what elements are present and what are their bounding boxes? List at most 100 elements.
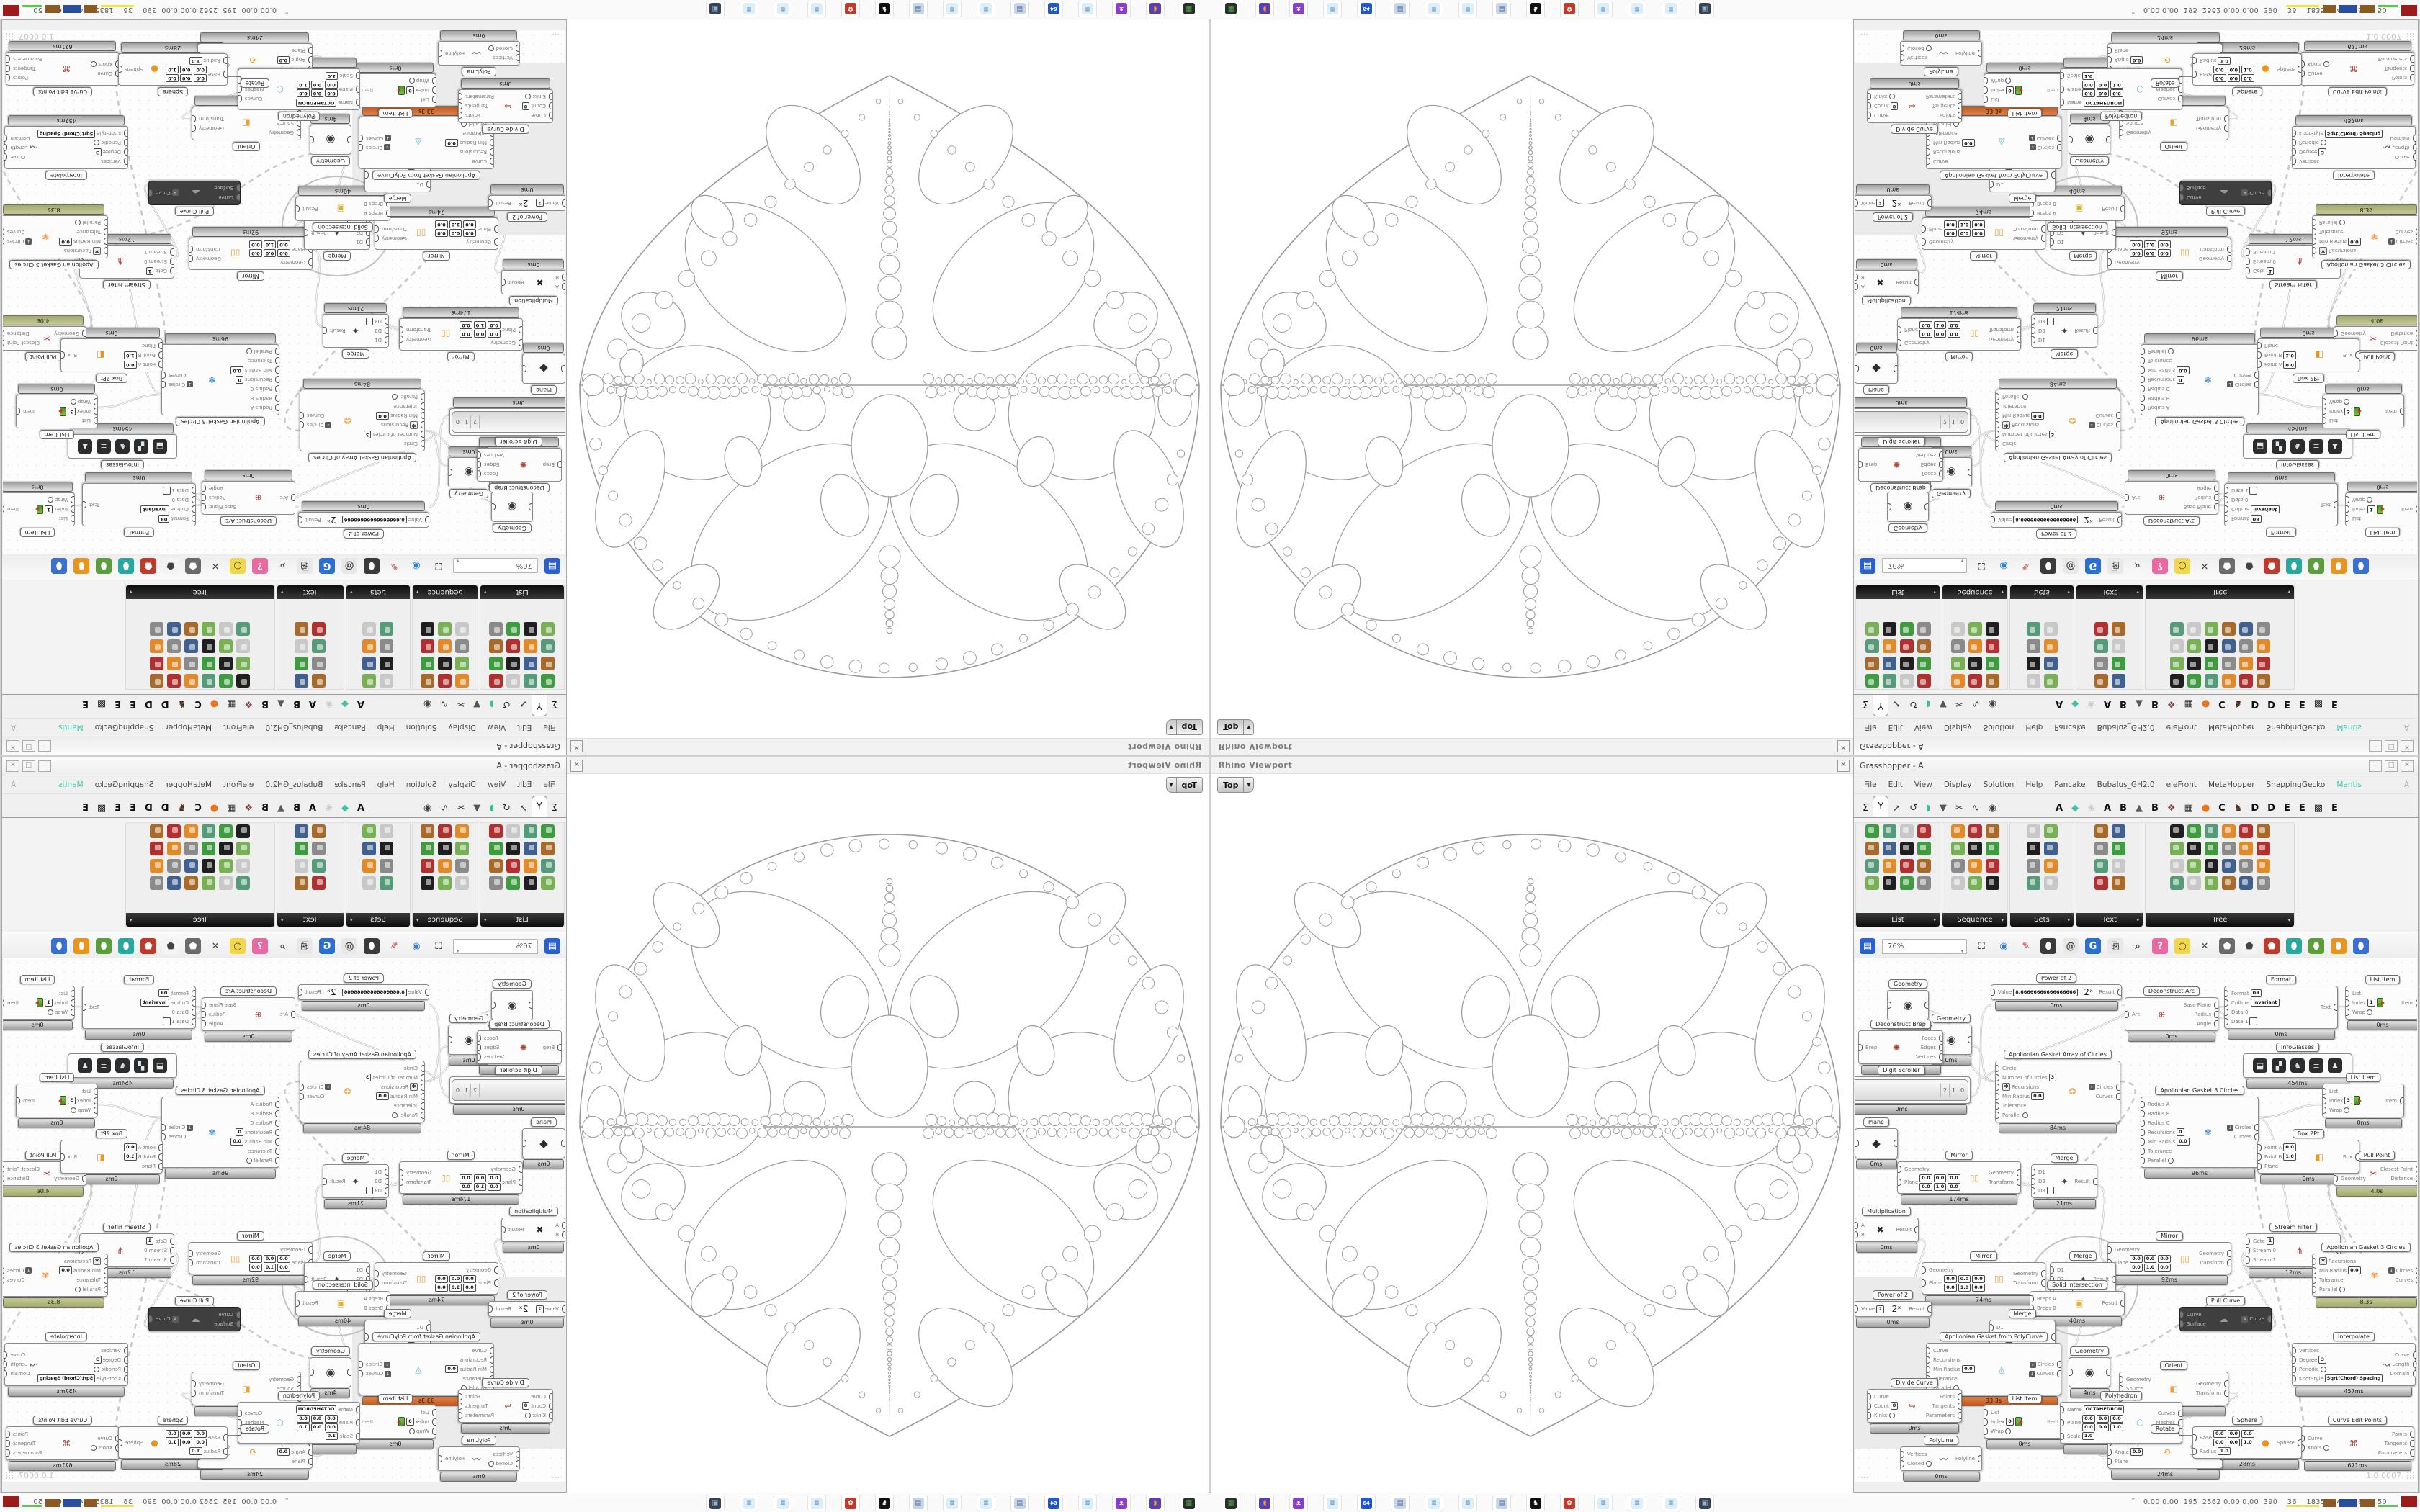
component-icon[interactable] <box>421 674 435 688</box>
input-grip[interactable] <box>1984 1408 1988 1416</box>
input-grip[interactable] <box>2313 1276 2316 1284</box>
component-icon[interactable] <box>1917 876 1931 890</box>
value-box[interactable]: 0.0 <box>179 74 193 83</box>
input-grip[interactable] <box>2225 1008 2228 1016</box>
output-grip[interactable] <box>2120 205 2124 212</box>
scroller-digit[interactable]: 2 <box>1940 1084 1949 1097</box>
menu-item-file[interactable]: File <box>1864 723 1877 732</box>
chevron-down-icon[interactable]: ▾ <box>1960 948 1963 954</box>
component-icon[interactable] <box>1917 842 1931 855</box>
chevron-down-icon[interactable]: ▾ <box>281 589 284 595</box>
tab-category-15[interactable]: B <box>2151 802 2159 814</box>
menu-item-edit[interactable]: Edit <box>517 723 532 732</box>
value-box[interactable]: 1 <box>145 1237 154 1245</box>
input-grip[interactable] <box>2323 1106 2326 1114</box>
palette-group-label[interactable]: Sets ▾ <box>2010 585 2074 599</box>
tab-category-14[interactable]: ▲ <box>2135 698 2143 710</box>
value-box[interactable]: 3 <box>2048 1074 2057 1081</box>
value-box[interactable]: 0.0 <box>435 229 448 238</box>
input-grip[interactable] <box>366 1266 369 1274</box>
value-box[interactable]: 1 <box>2367 999 2375 1007</box>
output-grip[interactable] <box>2416 1165 2417 1173</box>
value-box[interactable]: 0.0 <box>2227 1429 2241 1438</box>
component-icon[interactable] <box>455 859 470 873</box>
output-grip[interactable] <box>238 1410 242 1417</box>
toggle-circle[interactable] <box>408 1428 415 1434</box>
output-grip[interactable] <box>17 408 20 415</box>
component-icon[interactable] <box>219 639 233 653</box>
toggle-circle[interactable] <box>2323 61 2329 67</box>
input-grip[interactable] <box>291 1010 295 1018</box>
infoglasses-icon[interactable]: ≡ <box>2309 439 2323 454</box>
value-box[interactable]: 0.0 <box>1919 1174 1932 1182</box>
infoglasses-icon[interactable]: ♟ <box>2328 439 2342 454</box>
taskbar-icon-badge-red[interactable]: ✿ <box>841 1 860 17</box>
component-icon[interactable] <box>524 824 538 838</box>
palette-group-label[interactable]: Tree ▾ <box>2146 585 2294 599</box>
toggle-circle[interactable] <box>1925 45 1932 52</box>
value-box[interactable]: 1.0 <box>2241 1438 2254 1446</box>
component-icon[interactable] <box>380 674 394 688</box>
component-icon[interactable] <box>421 842 435 855</box>
chevron-down-icon[interactable]: ▾ <box>484 589 487 595</box>
value-box[interactable]: 3 <box>93 148 102 156</box>
input-grip[interactable] <box>2069 1369 2073 1376</box>
input-grip[interactable] <box>2108 258 2112 266</box>
value-box[interactable]: 0.0 <box>2130 56 2143 64</box>
scroller-digit[interactable]: 0 <box>1958 415 1966 428</box>
node-mirror[interactable]: Mirror Geometry Plane 0.0 0.0 0.0 0.0 1.0 0.0 ▯▯ G… <box>2107 1231 2231 1285</box>
output-grip[interactable] <box>492 1002 496 1009</box>
input-grip[interactable] <box>2293 148 2296 156</box>
component-icon[interactable] <box>362 674 377 688</box>
component-icon[interactable] <box>184 824 199 838</box>
tab-category-6[interactable]: ✂ <box>1955 802 1963 814</box>
tab-category-25[interactable]: ▩ <box>97 802 107 814</box>
value-box[interactable]: OCTAHEDRON <box>2083 99 2125 107</box>
value-box[interactable]: 1.0 <box>166 1438 179 1446</box>
component-icon[interactable] <box>2111 674 2125 688</box>
menu-item-metahopper[interactable]: MetaHopper <box>165 780 212 789</box>
toggle-circle[interactable] <box>1925 1460 1932 1467</box>
input-grip[interactable] <box>2120 1375 2123 1383</box>
component-icon[interactable] <box>236 639 251 653</box>
input-grip[interactable] <box>421 440 424 448</box>
output-grip[interactable] <box>2400 1097 2403 1104</box>
component-icon[interactable] <box>455 824 470 838</box>
output-grip[interactable] <box>2178 1410 2182 1417</box>
balloon-blue-icon[interactable]: ⬮ <box>2353 938 2369 954</box>
toggle-circle[interactable] <box>2367 497 2373 503</box>
menu-item-display[interactable]: Display <box>1943 780 1972 789</box>
component-icon[interactable] <box>2094 657 2108 670</box>
input-grip[interactable] <box>236 194 240 202</box>
value-box[interactable]: 0.0 <box>2031 412 2044 420</box>
input-grip[interactable] <box>82 330 86 338</box>
output-grip[interactable] <box>3 1276 4 1284</box>
tab-category-19[interactable]: C <box>194 698 202 710</box>
component-icon[interactable] <box>1865 824 1879 838</box>
input-grip[interactable] <box>94 417 97 425</box>
component-icon[interactable] <box>2169 824 2184 838</box>
input-grip[interactable] <box>356 1419 359 1426</box>
input-grip[interactable] <box>223 57 227 65</box>
chevron-down-icon[interactable]: ▾ <box>350 589 353 595</box>
component-icon[interactable] <box>2204 622 2218 636</box>
input-grip[interactable] <box>2293 1365 2296 1373</box>
input-grip[interactable] <box>2180 1320 2184 1328</box>
value-box[interactable]: 1.0 <box>2081 1432 2095 1440</box>
value-box[interactable]: 0.0 <box>445 1365 458 1373</box>
value-box[interactable]: 1.0 <box>2110 1423 2123 1431</box>
input-grip[interactable] <box>2141 395 2145 402</box>
output-grip[interactable] <box>192 115 196 122</box>
input-grip[interactable] <box>94 1097 97 1104</box>
value-box[interactable]: 0.0 <box>473 330 487 338</box>
component-icon[interactable] <box>362 639 377 653</box>
node-plane[interactable]: Plane ◆ 0ms <box>522 343 565 395</box>
output-grip[interactable] <box>2041 1270 2045 1277</box>
value-box[interactable]: 0.0 <box>2082 1423 2095 1431</box>
rhino-viewport-titlebar[interactable]: Rhino Viewport ✕ <box>567 757 1209 774</box>
component-icon[interactable] <box>438 859 452 873</box>
at-symbol-icon[interactable]: @ <box>341 938 357 954</box>
value-box[interactable]: 8.66666666666666666 <box>341 988 407 996</box>
bake-jar-icon[interactable]: ⬮ <box>364 938 380 954</box>
value-box[interactable]: 0 <box>406 1418 414 1426</box>
